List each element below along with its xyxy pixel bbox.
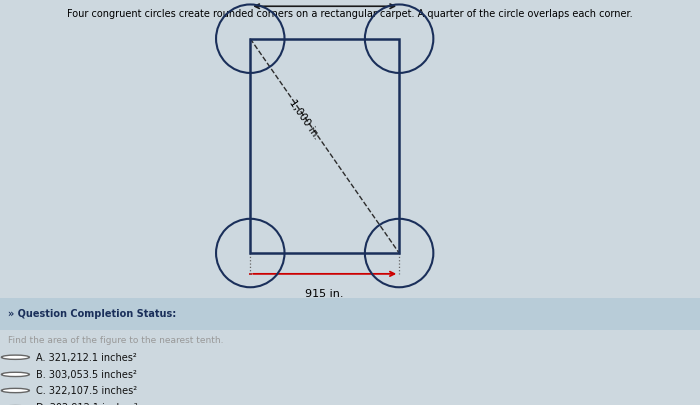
Text: B. 303,053.5 inches²: B. 303,053.5 inches² [36, 370, 137, 380]
Bar [251, 39, 399, 253]
Bar [0, 298, 700, 330]
Text: Find the area of the figure to the nearest tenth.: Find the area of the figure to the neare… [8, 336, 224, 345]
Circle shape [1, 355, 29, 359]
Text: Four congruent circles create rounded corners on a rectangular carpet. A quarter: Four congruent circles create rounded co… [67, 9, 633, 19]
Circle shape [1, 388, 29, 393]
Text: A. 321,212.1 inches²: A. 321,212.1 inches² [36, 353, 137, 363]
Text: C. 322,107.5 inches²: C. 322,107.5 inches² [36, 386, 137, 396]
Circle shape [1, 372, 29, 377]
Text: » Question Completion Status:: » Question Completion Status: [8, 309, 176, 319]
Text: D. 302,912.1 inches²: D. 302,912.1 inches² [36, 403, 138, 405]
Text: 915 in.: 915 in. [305, 289, 344, 299]
Text: 1,000 in.: 1,000 in. [287, 98, 321, 141]
